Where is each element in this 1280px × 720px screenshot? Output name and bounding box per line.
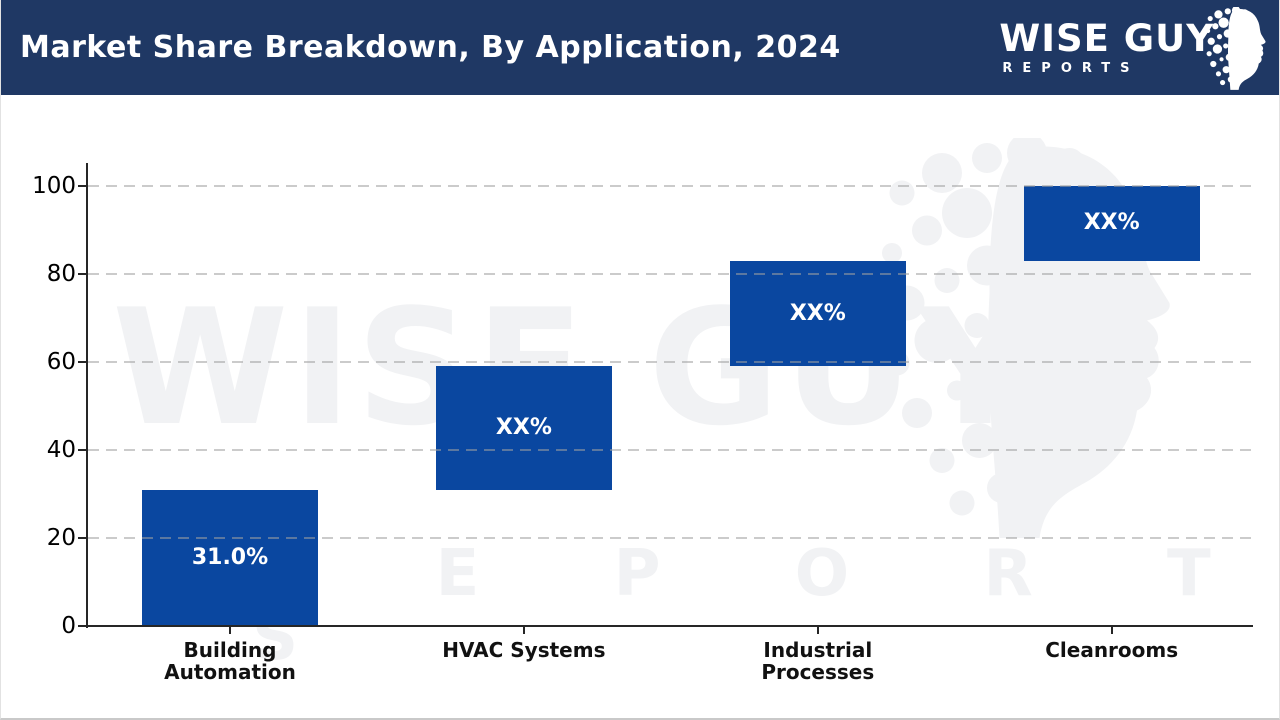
y-tick-mark-100 [78,185,86,187]
x-axis-spine [83,625,1253,627]
bar-value-label-industrial-processes: XX% [789,300,846,326]
chart-area: 0 20 40 60 80 100 31.0% Building Automation XX% H… [0,95,1280,720]
x-axis-label-cleanrooms: Cleanrooms [1045,638,1179,662]
logo-subtext: REPORTS [1002,61,1140,76]
gridline-80 [88,273,1253,275]
x-tick-mark-industrial-processes [816,627,819,634]
y-tick-mark-80 [78,273,86,275]
bar-hvac-systems [435,366,612,490]
x-axis-label-industrial-processes: Industrial Processes [761,638,875,684]
y-tick-label-40: 40 [46,437,76,463]
y-tick-label-60: 60 [46,349,76,375]
header: Market Share Breakdown, By Application, … [0,0,1280,95]
brand-logo-text: WISE GUY REPORTS [999,20,1214,76]
logo-wordmark: WISE GUY [999,17,1214,60]
x-axis-label-hvac-systems: HVAC Systems [442,638,606,662]
gridline-20 [88,537,1253,539]
y-tick-label-20: 20 [46,525,76,551]
x-tick-mark-building-automation [229,627,231,634]
page-title: Market Share Breakdown, By Application, … [20,30,841,65]
x-axis-label-building-automation: Building Automation [164,638,296,684]
gridline-40 [88,449,1253,451]
y-tick-mark-60 [78,361,86,363]
bar-industrial-processes [729,260,906,367]
logo-head-icon [1206,6,1266,90]
bar-value-label-cleanrooms: XX% [1083,210,1140,236]
y-tick-mark-20 [78,537,86,539]
y-tick-label-80: 80 [46,261,76,287]
gridline-100 [88,185,1253,187]
y-tick-label-0: 0 [61,613,76,639]
x-tick-mark-hvac-systems [522,627,525,634]
bar-value-label-building-automation: 31.0% [191,544,269,570]
y-axis-spine [86,163,88,628]
gridline-60 [88,361,1253,363]
bar-building-automation [142,489,318,626]
brand-logo: WISE GUY REPORTS [999,4,1266,92]
y-tick-label-100: 100 [32,173,76,199]
bar-value-label-hvac-systems: XX% [495,415,552,440]
x-tick-mark-cleanrooms [1110,627,1113,634]
y-tick-mark-0 [78,625,86,627]
y-tick-mark-40 [78,449,86,451]
